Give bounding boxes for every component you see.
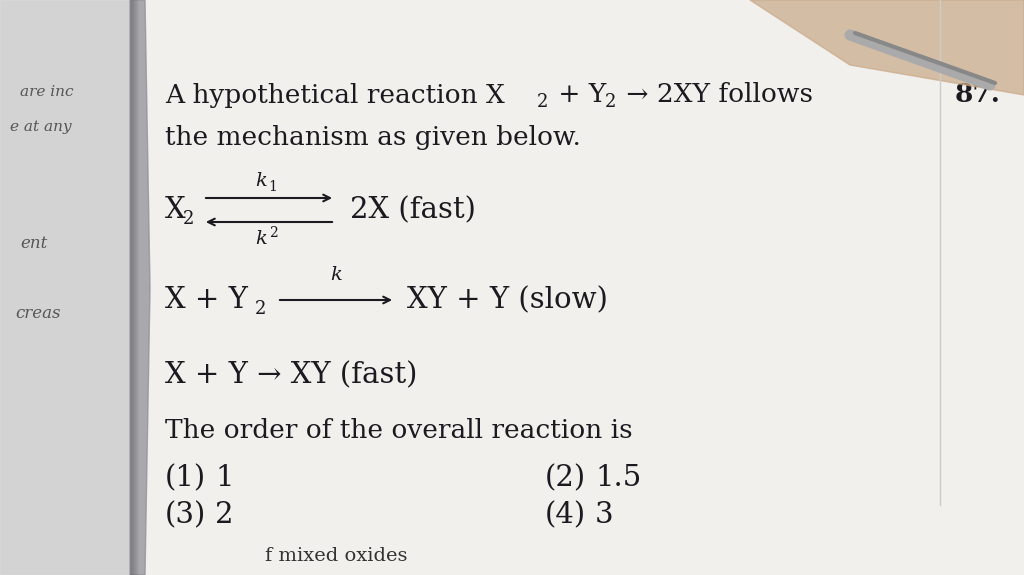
FancyBboxPatch shape <box>130 0 1024 575</box>
Text: 2: 2 <box>183 210 195 228</box>
Text: 2: 2 <box>537 93 549 111</box>
Text: X: X <box>165 196 185 224</box>
Text: The order of the overall reaction is: The order of the overall reaction is <box>165 417 633 443</box>
Polygon shape <box>130 0 150 575</box>
Text: ent: ent <box>20 235 47 252</box>
Text: k: k <box>255 172 267 190</box>
Text: 2: 2 <box>255 300 266 318</box>
Text: XY + Y (slow): XY + Y (slow) <box>407 286 608 314</box>
Text: are inc: are inc <box>20 85 74 99</box>
Text: X + Y → XY (fast): X + Y → XY (fast) <box>165 361 418 389</box>
Text: k: k <box>330 266 342 284</box>
Text: 2: 2 <box>605 93 616 111</box>
Text: 1.5: 1.5 <box>595 464 641 492</box>
Text: + Y: + Y <box>550 82 606 108</box>
Text: k: k <box>255 230 267 248</box>
Text: creas: creas <box>15 305 60 322</box>
Text: (1): (1) <box>165 464 206 492</box>
Text: 3: 3 <box>595 501 613 529</box>
Text: 2X (fast): 2X (fast) <box>350 196 476 224</box>
Text: e at any: e at any <box>10 120 72 134</box>
Text: 2: 2 <box>268 226 278 240</box>
Text: 1: 1 <box>268 180 278 194</box>
Polygon shape <box>0 0 150 575</box>
Polygon shape <box>750 0 1024 95</box>
Text: (2): (2) <box>545 464 586 492</box>
Text: 2: 2 <box>215 501 233 529</box>
Text: 87.: 87. <box>955 82 1000 108</box>
Text: f mixed oxides: f mixed oxides <box>265 547 408 565</box>
Text: the mechanism as given below.: the mechanism as given below. <box>165 125 581 151</box>
Text: A hypothetical reaction X: A hypothetical reaction X <box>165 82 505 108</box>
Text: X + Y: X + Y <box>165 286 248 314</box>
Text: → 2XY follows: → 2XY follows <box>618 82 813 108</box>
Text: (4): (4) <box>545 501 586 529</box>
Text: (3): (3) <box>165 501 206 529</box>
Text: 1: 1 <box>215 464 233 492</box>
